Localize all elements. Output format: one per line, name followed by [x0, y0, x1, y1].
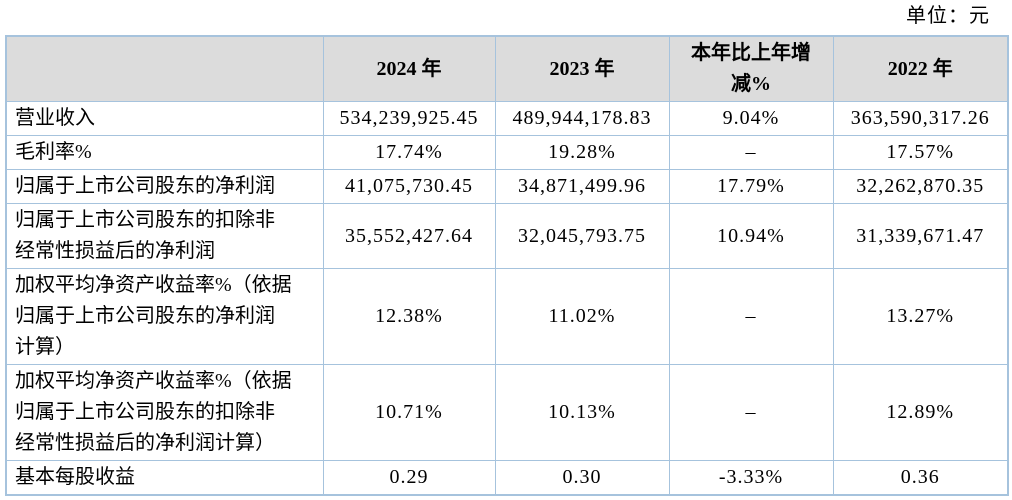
table-row-operating-revenue: 营业收入 534,239,925.45 489,944,178.83 9.04%… — [5, 101, 1009, 136]
cell-2023: 0.30 — [494, 460, 670, 496]
row-label: 归属于上市公司股东的扣除非 经常性损益后的净利润 — [5, 203, 324, 269]
header-cell-2024: 2024 年 — [322, 35, 496, 102]
cell-2022: 32,262,870.35 — [832, 169, 1009, 204]
table-row-basic-eps: 基本每股收益 0.29 0.30 -3.33% 0.36 — [5, 460, 1009, 496]
header-cell-2022: 2022 年 — [832, 35, 1009, 102]
row-label: 毛利率% — [5, 135, 324, 170]
cell-2024: 35,552,427.64 — [322, 203, 496, 269]
cell-2023: 34,871,499.96 — [494, 169, 670, 204]
cell-2023: 489,944,178.83 — [494, 101, 670, 136]
cell-change: 9.04% — [668, 101, 834, 136]
cell-change: – — [668, 135, 834, 170]
cell-2023: 32,045,793.75 — [494, 203, 670, 269]
table-row-weighted-avg-roe: 加权平均净资产收益率%（依据 归属于上市公司股东的净利润 计算） 12.38% … — [5, 268, 1009, 365]
cell-2024: 534,239,925.45 — [322, 101, 496, 136]
row-label: 加权平均净资产收益率%（依据 归属于上市公司股东的扣除非 经常性损益后的净利润计… — [5, 364, 324, 461]
table-row-gross-margin: 毛利率% 17.74% 19.28% – 17.57% — [5, 135, 1009, 170]
cell-2024: 17.74% — [322, 135, 496, 170]
unit-label: 单位：元 — [906, 5, 990, 27]
header-cell-blank — [5, 35, 324, 102]
header-cell-2023: 2023 年 — [494, 35, 670, 102]
cell-change: -3.33% — [668, 460, 834, 496]
row-label: 归属于上市公司股东的净利润 — [5, 169, 324, 204]
table-row-weighted-avg-roe-excl-nonrecurring: 加权平均净资产收益率%（依据 归属于上市公司股东的扣除非 经常性损益后的净利润计… — [5, 364, 1009, 461]
cell-2024: 41,075,730.45 — [322, 169, 496, 204]
cell-2024: 0.29 — [322, 460, 496, 496]
cell-2022: 31,339,671.47 — [832, 203, 1009, 269]
cell-2023: 11.02% — [494, 268, 670, 365]
cell-2023: 19.28% — [494, 135, 670, 170]
cell-change: – — [668, 268, 834, 365]
cell-change: – — [668, 364, 834, 461]
header-cell-change: 本年比上年增减% — [668, 35, 834, 102]
cell-2024: 10.71% — [322, 364, 496, 461]
cell-2022: 17.57% — [832, 135, 1009, 170]
header-row: 2024 年 2023 年 本年比上年增减% 2022 年 — [5, 35, 1009, 102]
cell-2022: 363,590,317.26 — [832, 101, 1009, 136]
table-row-net-profit: 归属于上市公司股东的净利润 41,075,730.45 34,871,499.9… — [5, 169, 1009, 204]
header-cell-change-text: 本年比上年增减% — [691, 42, 811, 95]
cell-2022: 0.36 — [832, 460, 1009, 496]
row-label: 基本每股收益 — [5, 460, 324, 496]
row-label: 营业收入 — [5, 101, 324, 136]
table-row-net-profit-excl-nonrecurring: 归属于上市公司股东的扣除非 经常性损益后的净利润 35,552,427.64 3… — [5, 203, 1009, 269]
cell-2024: 12.38% — [322, 268, 496, 365]
cell-2022: 13.27% — [832, 268, 1009, 365]
cell-2023: 10.13% — [494, 364, 670, 461]
cell-change: 10.94% — [668, 203, 834, 269]
financial-summary-table: 2024 年 2023 年 本年比上年增减% 2022 年 营业收入 534,2… — [5, 35, 1009, 496]
row-label: 加权平均净资产收益率%（依据 归属于上市公司股东的净利润 计算） — [5, 268, 324, 365]
cell-change: 17.79% — [668, 169, 834, 204]
cell-2022: 12.89% — [832, 364, 1009, 461]
